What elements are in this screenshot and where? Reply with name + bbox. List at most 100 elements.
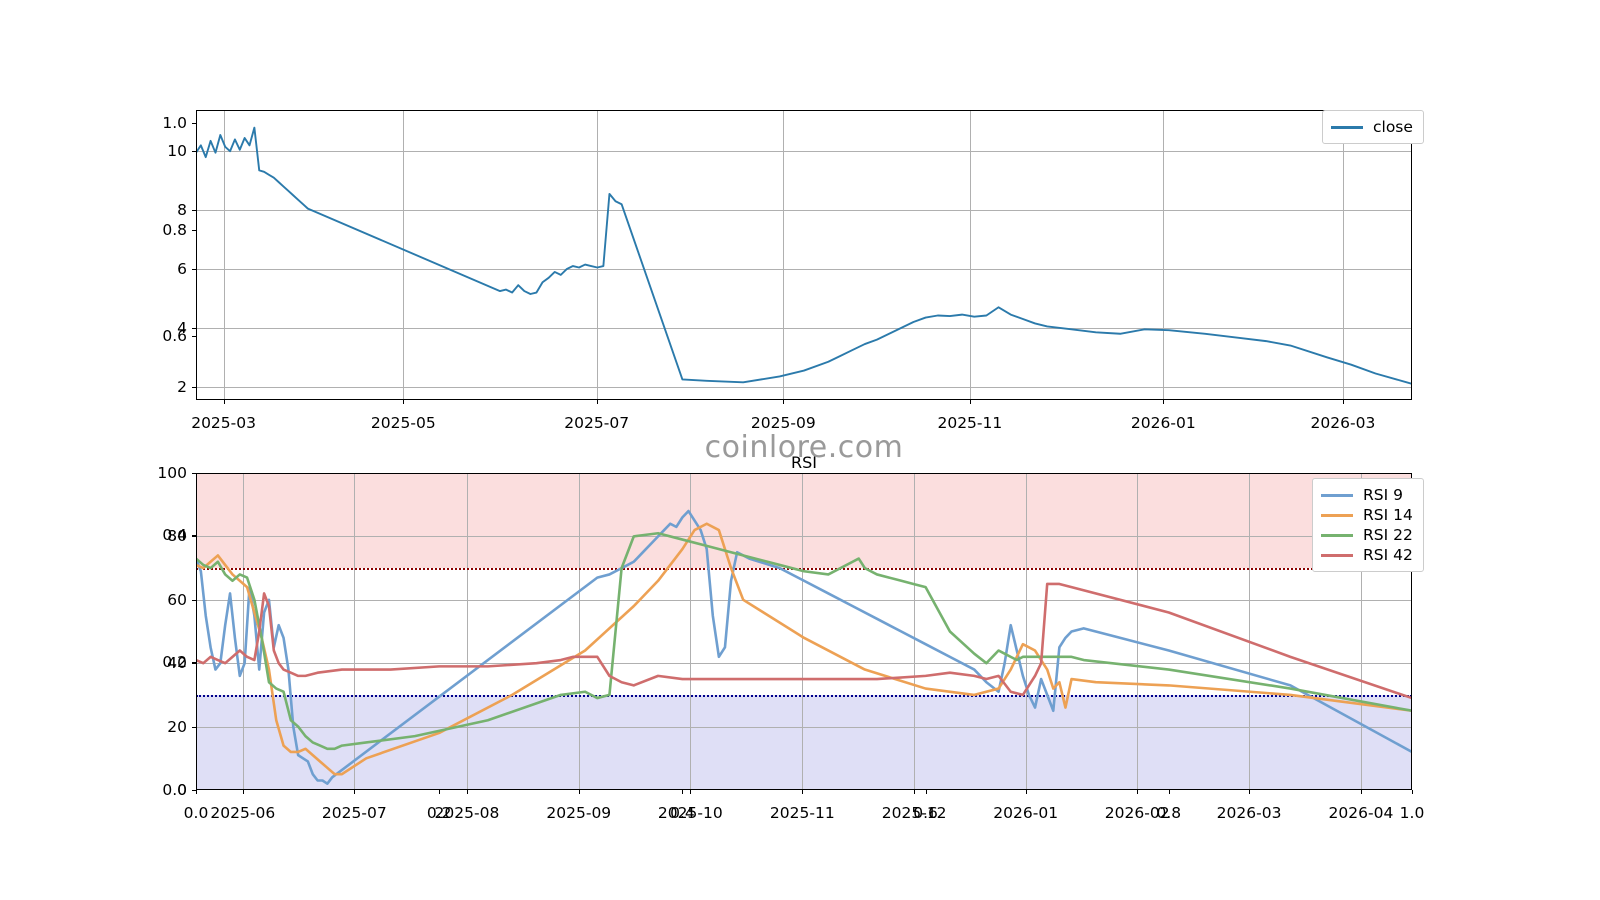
rsi-xtick-label-overlay: 0.4 — [670, 804, 695, 822]
legend-swatch-rsi-42 — [1321, 553, 1353, 557]
price-ytick-label-primary: 2 — [177, 377, 187, 396]
price-ytick-label-primary: 10 — [167, 142, 187, 161]
rsi-ytick-label-primary: 60 — [167, 590, 187, 609]
price-xtick-mark — [970, 400, 971, 404]
rsi-gridline-vertical — [354, 473, 355, 790]
rsi-ytick-mark — [192, 727, 196, 728]
legend-swatch-close — [1331, 125, 1363, 129]
legend-label: RSI 22 — [1363, 526, 1413, 544]
price-xtick-label: 2025-09 — [750, 414, 816, 432]
price-ytick-label-primary: 8 — [177, 201, 187, 220]
legend-swatch-rsi-14 — [1321, 513, 1353, 517]
rsi-title: RSI — [791, 453, 817, 472]
rsi-xtick-label-overlay: 0.0 — [183, 804, 209, 822]
rsi-xtick-mark — [1137, 790, 1138, 794]
rsi-plot-area — [196, 473, 1412, 790]
rsi-xtick-label-date: 2025-08 — [434, 804, 500, 822]
price-ytick-label-overlay: 1.0 — [162, 114, 187, 133]
rsi-xtick-label-date: 2025-09 — [546, 804, 612, 822]
rsi-gridline-vertical — [243, 473, 244, 790]
price-ytick-label-overlay: 0.8 — [162, 220, 187, 239]
price-xtick-label: 2025-07 — [564, 414, 630, 432]
oversold-band — [196, 694, 1412, 790]
rsi-xtick-label-overlay: 0.8 — [1156, 804, 1182, 822]
rsi-ytick-mark-overlay — [192, 662, 196, 663]
price-ytick-label-primary: 4 — [177, 318, 187, 337]
rsi-ytick-label-primary: 100 — [157, 464, 187, 482]
rsi-xtick-label-date: 2026-02 — [1104, 804, 1170, 822]
legend-label: RSI 14 — [1363, 506, 1413, 524]
price-legend[interactable]: close — [1322, 110, 1424, 144]
rsi-xtick-mark — [467, 790, 468, 794]
rsi-ytick-label-primary: 80 — [167, 527, 187, 546]
price-gridline-vertical — [224, 110, 225, 400]
price-xtick-label: 2025-03 — [191, 414, 256, 432]
rsi-ytick-label-primary: 40 — [167, 654, 187, 673]
rsi-ytick-mark-overlay — [192, 535, 196, 536]
legend-item-rsi-14[interactable]: RSI 14 — [1321, 505, 1413, 525]
price-xtick-label: 2025-05 — [370, 414, 436, 432]
rsi-xtick-label-date: 2026-01 — [993, 804, 1059, 822]
rsi-xtick-mark — [1026, 790, 1027, 794]
rsi-gridline-vertical — [1026, 473, 1027, 790]
price-gridline-horizontal — [196, 151, 1412, 152]
legend-item-rsi-9[interactable]: RSI 9 — [1321, 485, 1413, 505]
price-xtick-mark — [403, 400, 404, 404]
price-line-close — [196, 126, 1412, 385]
rsi-gridline-vertical — [914, 473, 915, 790]
rsi-gridline-vertical — [802, 473, 803, 790]
price-xtick-mark — [597, 400, 598, 404]
legend-item-rsi-22[interactable]: RSI 22 — [1321, 525, 1413, 545]
price-gridline-vertical — [1343, 110, 1344, 400]
rsi-ytick-mark — [192, 600, 196, 601]
overbought-band — [196, 473, 1412, 569]
rsi-ytick-label-primary: 0 — [177, 781, 187, 799]
price-ytick-mark — [192, 151, 196, 152]
rsi-xtick-label-date: 2026-03 — [1216, 804, 1282, 822]
price-gridline-horizontal — [196, 328, 1412, 329]
price-ytick-mark — [192, 269, 196, 270]
rsi-gridline-vertical — [579, 473, 580, 790]
rsi-xtick-label-date: 2025-10 — [657, 804, 723, 822]
rsi-xtick-mark-overlay — [926, 790, 927, 794]
price-xtick-label: 2026-03 — [1310, 414, 1376, 432]
price-xtick-mark — [783, 400, 784, 404]
rsi-ytick-label-overlay: 0.2 — [162, 653, 187, 672]
rsi-xtick-label-date: 2026-04 — [1328, 804, 1394, 822]
rsi-legend[interactable]: RSI 9 RSI 14 RSI 22 RSI 42 — [1312, 478, 1424, 572]
price-ytick-mark-overlay — [192, 123, 196, 124]
rsi-xtick-label-overlay: 0.6 — [913, 804, 938, 822]
rsi-gridline-vertical — [1137, 473, 1138, 790]
rsi-xtick-mark — [1361, 790, 1362, 794]
legend-item-rsi-42[interactable]: RSI 42 — [1321, 545, 1413, 565]
rsi-xtick-mark — [579, 790, 580, 794]
price-xtick-label: 2026-01 — [1130, 414, 1196, 432]
rsi-xtick-mark — [354, 790, 355, 794]
price-gridline-horizontal — [196, 269, 1412, 270]
rsi-xtick-mark — [914, 790, 915, 794]
rsi-xtick-mark — [243, 790, 244, 794]
rsi-xtick-mark-overlay — [1169, 790, 1170, 794]
legend-swatch-rsi-22 — [1321, 533, 1353, 537]
rsi-xtick-label-date: 2025-06 — [210, 804, 276, 822]
price-ytick-mark-overlay — [192, 230, 196, 231]
price-ytick-mark — [192, 387, 196, 388]
rsi-ytick-mark-overlay — [192, 790, 196, 791]
rsi-xtick-mark — [690, 790, 691, 794]
rsi-gridline-horizontal — [196, 536, 1412, 537]
price-series-canvas — [196, 126, 1412, 385]
rsi-xtick-label-date: 2025-11 — [769, 804, 835, 822]
rsi-xtick-label-date: 2025-12 — [881, 804, 947, 822]
legend-item-close[interactable]: close — [1331, 117, 1413, 137]
rsi-line-rsi-14 — [196, 522, 1412, 776]
price-ytick-mark — [192, 328, 196, 329]
overbought-threshold-line — [196, 568, 1412, 571]
legend-label: close — [1373, 118, 1413, 136]
price-ytick-mark — [192, 210, 196, 211]
price-gridline-vertical — [1163, 110, 1164, 400]
price-gridline-vertical — [970, 110, 971, 400]
legend-label: RSI 9 — [1363, 486, 1403, 504]
rsi-xtick-mark-overlay — [439, 790, 440, 794]
